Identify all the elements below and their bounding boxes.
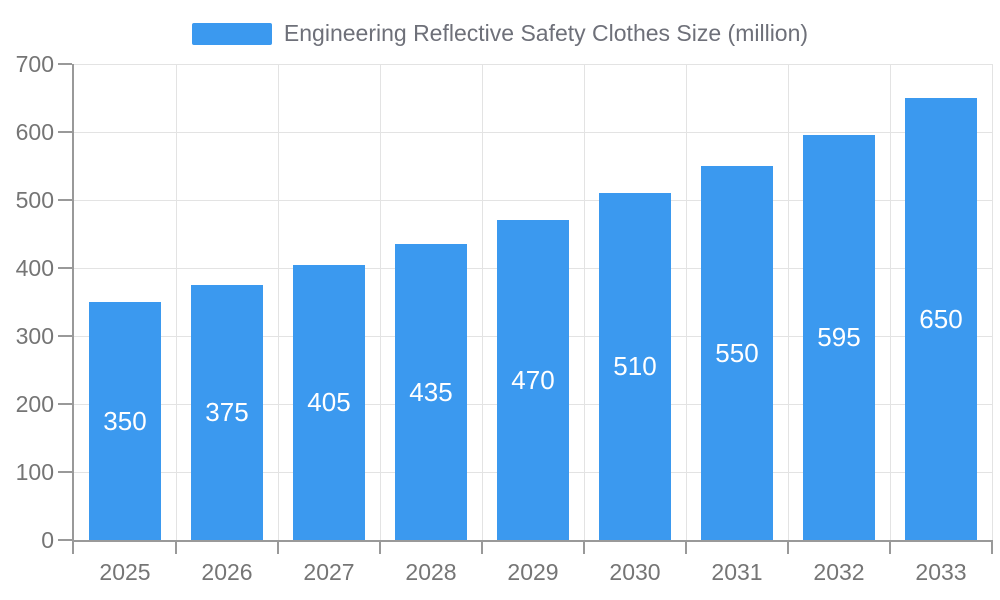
bar[interactable]: 435 bbox=[395, 244, 467, 540]
y-axis-tick bbox=[58, 403, 72, 405]
x-axis-label: 2026 bbox=[201, 559, 253, 585]
v-gridline bbox=[278, 64, 279, 540]
x-axis-label: 2030 bbox=[609, 559, 661, 585]
bar[interactable]: 550 bbox=[701, 166, 773, 540]
x-axis-label: 2033 bbox=[915, 559, 967, 585]
y-axis-tick bbox=[58, 471, 72, 473]
x-axis-label: 2032 bbox=[813, 559, 865, 585]
x-axis-tick bbox=[685, 540, 687, 554]
y-axis-tick bbox=[58, 63, 72, 65]
y-axis-label: 0 bbox=[41, 527, 54, 553]
x-axis-tick bbox=[889, 540, 891, 554]
x-axis-line bbox=[72, 540, 992, 542]
x-axis-tick bbox=[277, 540, 279, 554]
y-axis-label: 400 bbox=[15, 255, 54, 281]
bar[interactable]: 650 bbox=[905, 98, 977, 540]
bar-value-label: 375 bbox=[205, 397, 249, 427]
x-axis-tick bbox=[583, 540, 585, 554]
y-axis-line bbox=[72, 64, 74, 542]
v-gridline bbox=[788, 64, 789, 540]
legend-swatch bbox=[191, 22, 272, 45]
v-gridline bbox=[890, 64, 891, 540]
v-gridline bbox=[380, 64, 381, 540]
y-axis-label: 500 bbox=[15, 187, 54, 213]
x-axis-tick bbox=[481, 540, 483, 554]
bar[interactable]: 595 bbox=[803, 135, 875, 540]
y-axis-label: 600 bbox=[15, 119, 54, 145]
bar-value-label: 595 bbox=[817, 322, 861, 352]
x-axis-tick bbox=[991, 540, 993, 554]
x-axis-label: 2029 bbox=[507, 559, 559, 585]
bar[interactable]: 470 bbox=[497, 220, 569, 540]
y-axis-label: 100 bbox=[15, 459, 54, 485]
y-axis-tick bbox=[58, 335, 72, 337]
x-axis-label: 2028 bbox=[405, 559, 457, 585]
h-gridline bbox=[74, 132, 992, 133]
bar[interactable]: 350 bbox=[89, 302, 161, 540]
legend-label: Engineering Reflective Safety Clothes Si… bbox=[283, 20, 809, 46]
y-axis-label: 700 bbox=[15, 51, 54, 77]
bar-value-label: 650 bbox=[919, 303, 963, 334]
y-axis-label: 200 bbox=[15, 391, 54, 417]
x-axis-tick bbox=[787, 540, 789, 554]
x-axis-tick bbox=[379, 540, 381, 554]
bar-value-label: 470 bbox=[511, 364, 555, 395]
legend[interactable]: Engineering Reflective Safety Clothes Si… bbox=[0, 20, 1000, 47]
bar-value-label: 350 bbox=[103, 405, 147, 436]
x-axis-tick bbox=[175, 540, 177, 554]
bar-value-label: 550 bbox=[715, 337, 759, 368]
v-gridline bbox=[584, 64, 585, 540]
h-gridline bbox=[74, 64, 992, 65]
y-axis-tick bbox=[58, 539, 72, 541]
bar[interactable]: 405 bbox=[293, 265, 365, 540]
v-gridline bbox=[482, 64, 483, 540]
bar-value-label: 435 bbox=[409, 376, 453, 407]
x-axis-label: 2025 bbox=[99, 559, 151, 585]
bar-value-label: 510 bbox=[613, 351, 657, 381]
y-axis-tick bbox=[58, 131, 72, 133]
v-gridline bbox=[992, 64, 993, 540]
v-gridline bbox=[176, 64, 177, 540]
bar[interactable]: 375 bbox=[191, 285, 263, 540]
bar-value-label: 405 bbox=[307, 387, 351, 417]
x-axis-label: 2027 bbox=[303, 559, 355, 585]
y-axis-label: 300 bbox=[15, 323, 54, 349]
y-axis-tick bbox=[58, 267, 72, 269]
y-axis-tick bbox=[58, 199, 72, 201]
bar[interactable]: 510 bbox=[599, 193, 671, 540]
h-gridline bbox=[74, 200, 992, 201]
x-axis-tick bbox=[72, 540, 74, 554]
x-axis-label: 2031 bbox=[711, 559, 763, 585]
v-gridline bbox=[686, 64, 687, 540]
